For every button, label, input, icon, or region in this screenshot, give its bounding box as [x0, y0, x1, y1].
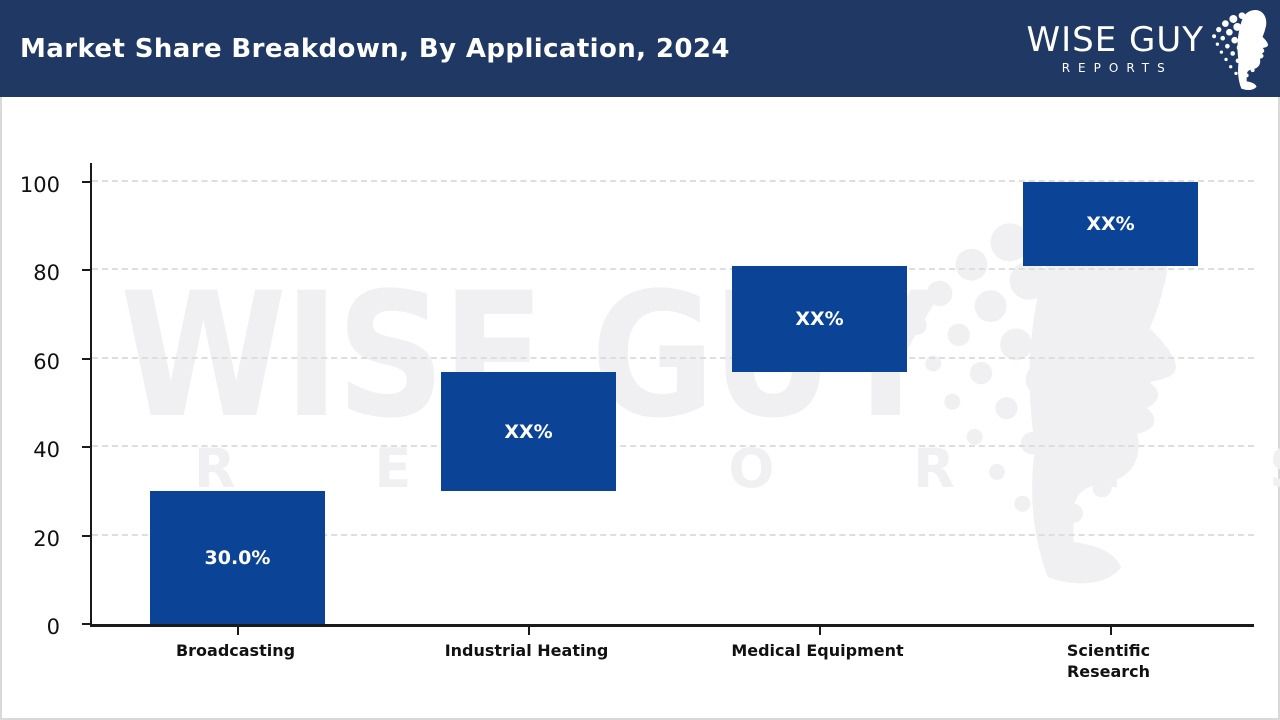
y-tick-mark: [82, 623, 92, 625]
page-title: Market Share Breakdown, By Application, …: [20, 33, 730, 64]
y-tick-mark: [82, 181, 92, 184]
x-tick-mark: [236, 627, 239, 635]
plot-area: 30.0% XX% XX% XX%: [82, 163, 1254, 635]
category-label: Broadcasting: [175, 641, 296, 660]
logo-wise-guy-text: WISE GUY: [1026, 19, 1204, 60]
bar-medical-equipment: XX%: [732, 266, 907, 373]
wise-guy-reports-logo: WISE GUY REPORTS: [1026, 5, 1268, 93]
x-tick-mark: [818, 627, 821, 635]
y-tick-mark: [82, 269, 92, 272]
y-tick-label: 100: [19, 173, 60, 198]
bar-value-label: XX%: [504, 420, 553, 443]
y-tick-mark: [82, 357, 92, 360]
category-label: Medical Equipment: [731, 641, 904, 660]
gridline: [92, 445, 1254, 448]
bar-value-label: XX%: [1086, 213, 1135, 236]
gridline: [92, 356, 1254, 359]
y-tick-mark: [82, 534, 92, 537]
y-tick-label: 60: [33, 349, 60, 374]
logo-reports-text: REPORTS: [1061, 61, 1173, 76]
y-tick-label: 0: [46, 615, 60, 639]
y-tick-mark: [82, 446, 92, 449]
bar-value-label: 30.0%: [204, 546, 271, 569]
bar-industrial-heating: XX%: [441, 372, 616, 492]
x-axis-labels: Broadcasting Industrial Heating Medical Eq…: [90, 641, 1254, 711]
gridline: [92, 268, 1254, 271]
x-tick-mark: [527, 627, 530, 635]
gridline: [92, 533, 1254, 536]
header-band: Market Share Breakdown, By Application, …: [0, 0, 1280, 97]
bar-value-label: XX%: [795, 308, 844, 331]
y-axis-labels: 0 20 40 60 80 100: [2, 163, 76, 639]
bar-scientific-research: XX%: [1023, 182, 1198, 267]
category-label: Industrial Heating: [444, 641, 609, 660]
dotted-head-icon: [1212, 9, 1268, 90]
y-tick-label: 80: [33, 261, 60, 286]
gridline: [92, 180, 1254, 183]
logo-text: WISE GUY REPORTS: [1026, 19, 1204, 76]
bar-broadcasting: 30.0%: [150, 491, 325, 624]
y-tick-label: 40: [33, 438, 60, 463]
category-label: Scientific Research: [1066, 641, 1151, 681]
x-tick-mark: [1109, 627, 1112, 635]
chart-body: WISE GUY R E P O R T S 0 20 40 60 80 100 30.0…: [0, 97, 1280, 720]
y-tick-label: 20: [33, 526, 60, 551]
